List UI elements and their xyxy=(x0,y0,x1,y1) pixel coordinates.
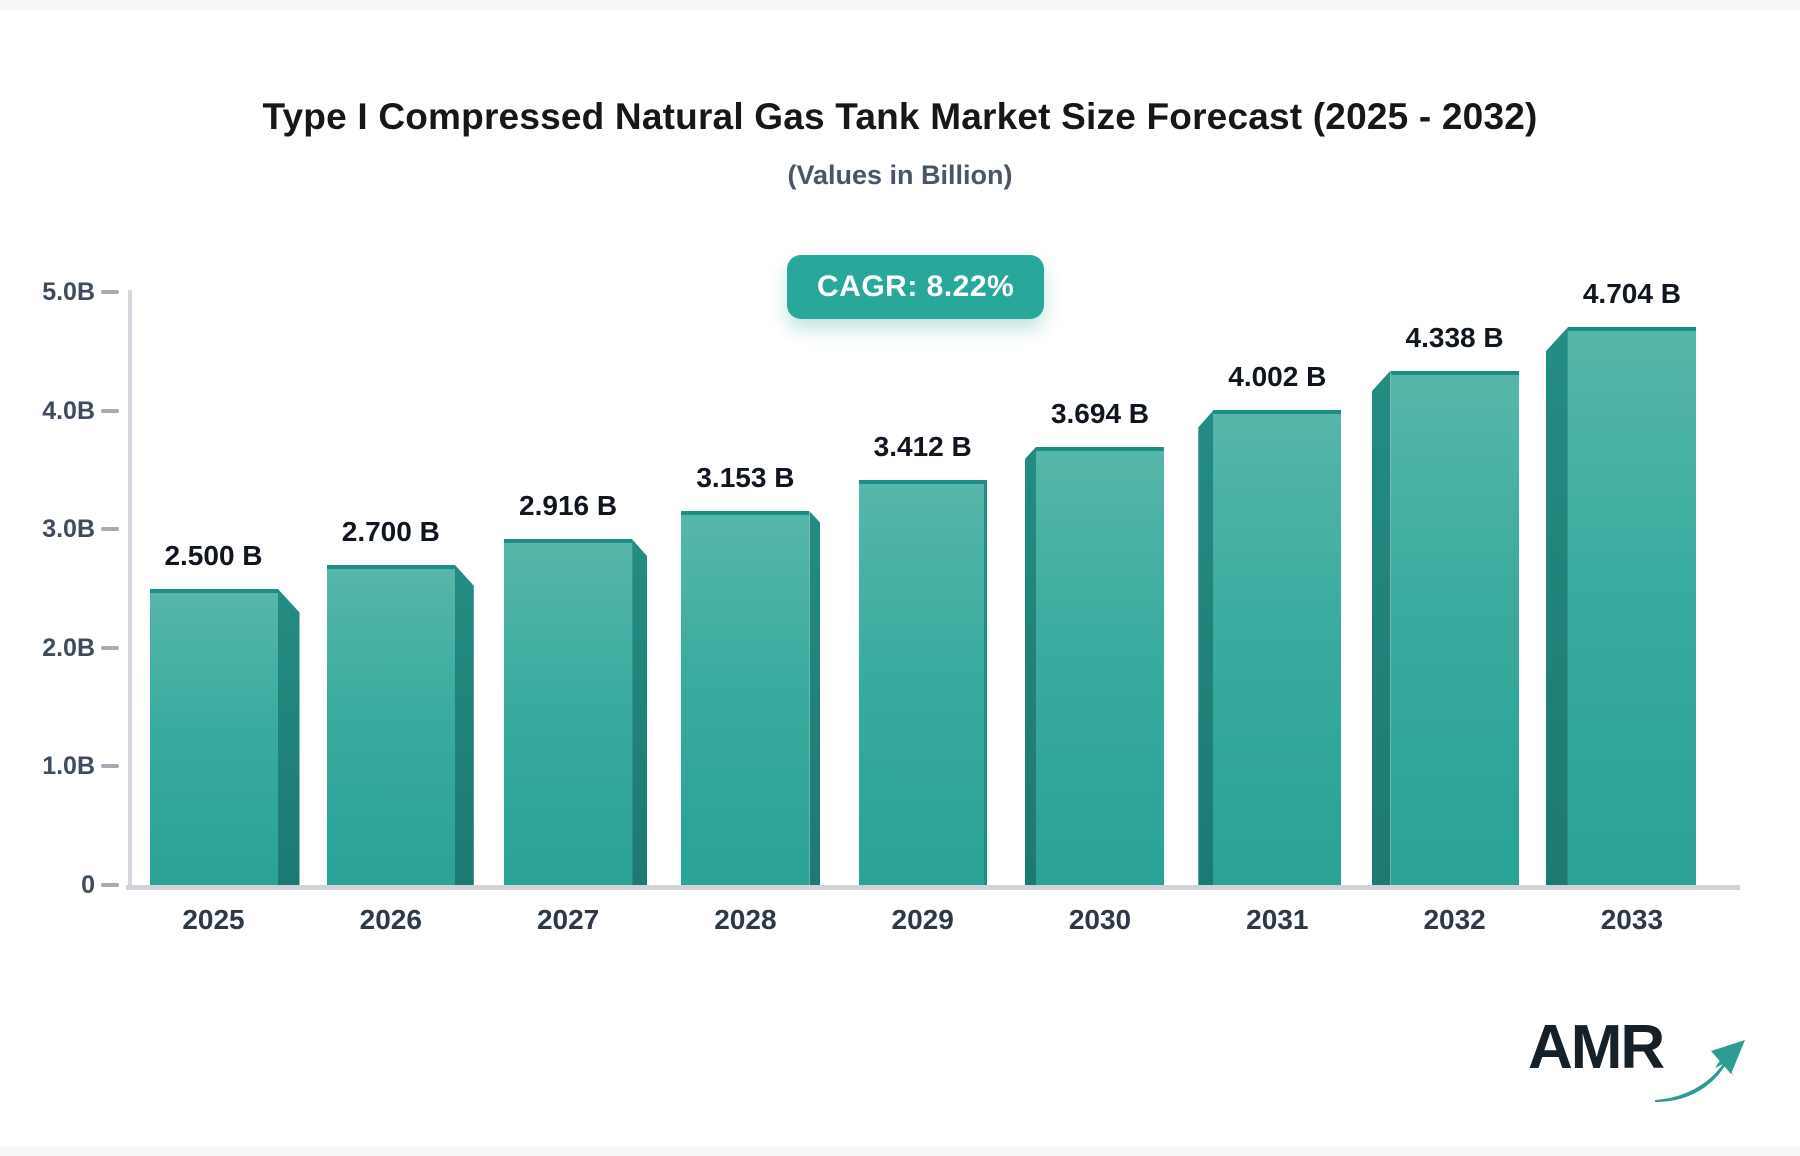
bar-value-label: 3.412 B xyxy=(873,431,972,463)
bar xyxy=(326,564,455,885)
x-axis-category-label: 2025 xyxy=(182,904,245,935)
bar xyxy=(1390,370,1519,885)
bar-value-label: 2.700 B xyxy=(341,515,440,547)
bar-3d-side-face xyxy=(1371,370,1391,885)
cagr-badge: CAGR: 8.22% xyxy=(787,255,1045,319)
y-axis-tick-label: 4.0B xyxy=(42,396,95,425)
bar xyxy=(1213,410,1342,885)
bar-3d-side-face xyxy=(454,564,474,885)
y-axis-tick-label: 0 xyxy=(81,871,95,899)
y-axis-tick-label: 3.0B xyxy=(42,515,95,544)
bar-value-label: 2.500 B xyxy=(164,539,263,571)
bar-value-label: 4.002 B xyxy=(1228,361,1327,393)
y-axis-tick-mark xyxy=(101,883,119,887)
bar-3d-side-face xyxy=(277,588,300,885)
bar-3d-side-face xyxy=(1025,446,1036,885)
top-border-strip xyxy=(0,0,1800,10)
page-title: Type I Compressed Natural Gas Tank Marke… xyxy=(262,96,1538,137)
x-axis-line xyxy=(126,885,1740,890)
y-axis-tick-mark xyxy=(101,764,119,769)
bar-3d-side-face xyxy=(1198,410,1214,885)
bar-value-label: 3.153 B xyxy=(696,462,795,494)
growth-arrow-icon xyxy=(1655,1040,1746,1102)
x-axis-category-label: 2030 xyxy=(1068,904,1132,935)
bar-value-label: 3.694 B xyxy=(1050,397,1150,429)
bar-3d-side-face xyxy=(1545,327,1568,885)
x-axis-category-label: 2033 xyxy=(1600,904,1664,935)
y-axis-tick-mark xyxy=(101,527,119,532)
x-axis-category-label: 2027 xyxy=(536,904,600,935)
bar-value-label: 4.338 B xyxy=(1405,321,1504,353)
bar-3d-side-face xyxy=(632,539,648,885)
amr-logo-text: AMR xyxy=(1528,1013,1665,1082)
bar xyxy=(1567,327,1696,885)
x-axis-category-label: 2031 xyxy=(1246,904,1309,935)
x-axis-category-label: 2029 xyxy=(891,904,954,935)
amr-logo: AMR xyxy=(1528,1012,1749,1104)
bar xyxy=(858,480,987,885)
bar-value-label: 2.916 B xyxy=(519,490,618,522)
bar xyxy=(149,588,278,885)
page-subtitle: (Values in Billion) xyxy=(787,160,1013,190)
bottom-border-strip xyxy=(0,1146,1800,1156)
y-axis-line xyxy=(128,290,132,889)
bar-3d-side-face xyxy=(809,511,821,885)
x-axis-category-label: 2032 xyxy=(1423,904,1486,935)
x-axis-category-label: 2028 xyxy=(714,904,777,935)
y-axis-tick-label: 1.0B xyxy=(42,752,95,781)
bar xyxy=(504,539,633,885)
y-axis-tick-label: 2.0B xyxy=(42,633,95,662)
x-axis-category-label: 2026 xyxy=(359,904,422,935)
y-axis-tick-mark xyxy=(101,290,119,294)
bar xyxy=(681,511,810,885)
y-axis-tick-mark xyxy=(101,408,119,413)
bar xyxy=(1036,446,1164,885)
y-axis-tick-label: 5.0B xyxy=(42,278,95,306)
y-axis-tick-mark xyxy=(101,645,119,650)
bar-value-label: 4.704 B xyxy=(1582,278,1681,310)
